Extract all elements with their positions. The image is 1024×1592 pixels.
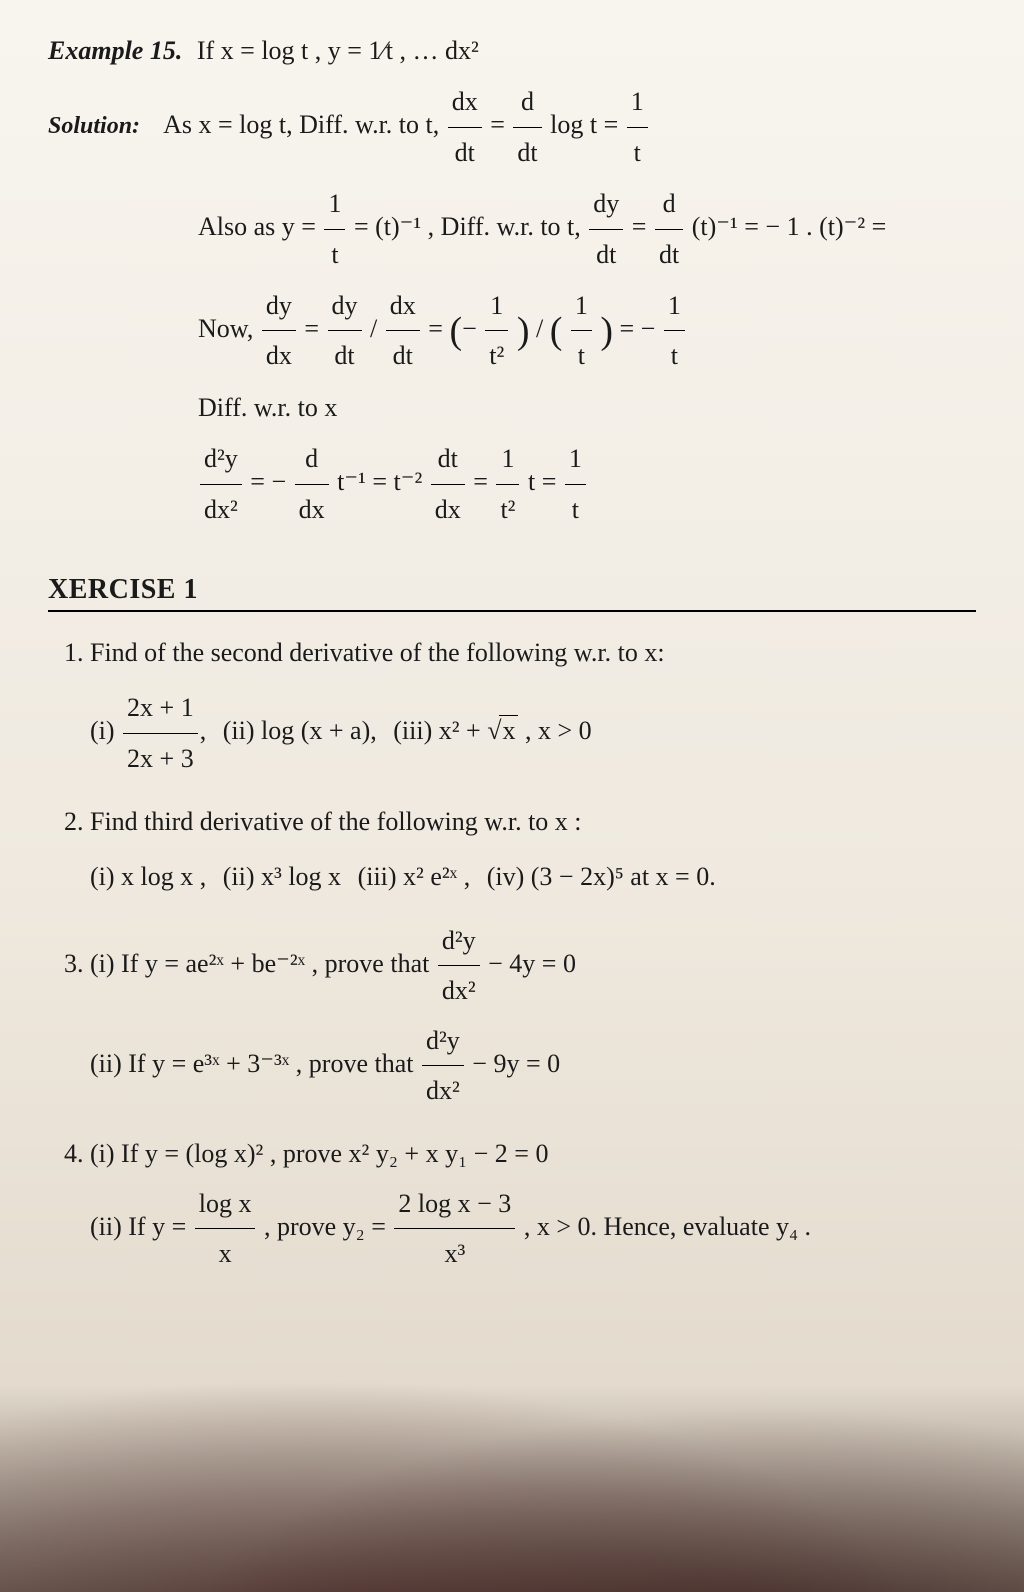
solution-line-5: d²y dx² = − d dx t⁻¹ = t⁻² dt dx = 1 t² … (198, 434, 976, 534)
solution-line-2: Also as y = 1 t = (t)⁻¹ , Diff. w.r. to … (198, 179, 976, 279)
frac-dtdx: dt dx (431, 434, 465, 534)
q2-iii: (iii) x² e²ˣ , (358, 862, 471, 891)
frac-dydx: dy dx (262, 281, 296, 381)
page: Example 15. If x = log t , y = 1⁄t , … d… (0, 0, 1024, 1592)
sol-l2-tail: (t)⁻¹ = − 1 . (t)⁻² = (692, 212, 887, 241)
frac-dydt-2: dy dt (328, 281, 362, 381)
example-statement: If x = log t , y = 1⁄t , … dx² (197, 36, 479, 65)
solution-label: Solution: (48, 113, 140, 139)
q4-ii: (ii) If y = log x x , prove y₂ = 2 log x… (90, 1179, 976, 1279)
frac-ddt-2: d dt (655, 179, 683, 279)
q1-i: (i) 2x + 1 2x + 3 , (90, 716, 213, 745)
lparen-icon: ( (449, 310, 462, 352)
lparen2-icon: ( (550, 310, 563, 352)
q1-i-frac: 2x + 1 2x + 3 (123, 683, 198, 783)
logt: log t (550, 110, 597, 139)
q4-i: (i) If y = (log x)² , prove x² y₂ + x y₁… (90, 1129, 976, 1178)
question-4: (i) If y = (log x)² , prove x² y₂ + x y₁… (90, 1129, 976, 1278)
q4-ii-frac1: log x x (195, 1179, 256, 1279)
question-list: Find of the second derivative of the fol… (48, 628, 976, 1279)
frac-1t-y: 1 t (324, 179, 345, 279)
q3-i: (i) If y = ae²ˣ + be⁻²ˣ , prove that d²y… (90, 916, 976, 1016)
frac-dydt: dy dt (589, 179, 623, 279)
q3-i-frac: d²y dx² (438, 916, 480, 1016)
q1-stem: Find of the second derivative of the fol… (90, 638, 665, 667)
question-1: Find of the second derivative of the fol… (90, 628, 976, 783)
rparen2-icon: ) (600, 310, 613, 352)
q2-ii: (ii) x³ log x (223, 862, 341, 891)
frac-dxdt: dx dt (448, 77, 482, 177)
q2-stem: Find third derivative of the following w… (90, 807, 582, 836)
solution-line-1: Solution: As x = log t, Diff. w.r. to t,… (48, 77, 976, 177)
frac-1t2: 1 t² (485, 281, 508, 381)
frac-1t2-2: 1 t² (496, 434, 519, 534)
frac-ddx: d dx (295, 434, 329, 534)
q1-iii: (iii) x² + √x , x > 0 (393, 716, 591, 745)
example-label: Example 15. (48, 26, 182, 75)
q4-ii-frac2: 2 log x − 3 x³ (394, 1179, 515, 1279)
q2-subparts: (i) x log x , (ii) x³ log x (iii) x² e²ˣ… (90, 852, 976, 901)
q1-subparts: (i) 2x + 1 2x + 3 , (ii) log (x + a), (i… (90, 683, 976, 783)
q2-iv: (iv) (3 − 2x)⁵ at x = 0. (487, 862, 716, 891)
frac-1t: 1 t (627, 77, 648, 177)
question-3: (i) If y = ae²ˣ + be⁻²ˣ , prove that d²y… (90, 916, 976, 1116)
frac-dxdt-2: dx dt (386, 281, 420, 381)
sol-l1-pre: As x = log t, Diff. w.r. to t, (163, 110, 446, 139)
question-2: Find third derivative of the following w… (90, 797, 976, 902)
rparen-icon: ) (517, 310, 530, 352)
sol-l3-pre: Now, (198, 314, 260, 343)
exercise-heading: XERCISE 1 (48, 574, 976, 612)
q2-i: (i) x log x , (90, 862, 206, 891)
solution-line-4: Diff. w.r. to x (198, 383, 976, 432)
q1-ii: (ii) log (x + a), (223, 716, 377, 745)
q3-ii: (ii) If y = e³ˣ + 3⁻³ˣ , prove that d²y … (90, 1016, 976, 1116)
q3-ii-frac: d²y dx² (422, 1016, 464, 1116)
example-line: Example 15. If x = log t , y = 1⁄t , … d… (48, 26, 976, 75)
sol-l2-mid: = (t)⁻¹ , Diff. w.r. to t, (354, 212, 587, 241)
frac-1t-4: 1 t (565, 434, 586, 534)
frac-d2ydx2: d²y dx² (200, 434, 242, 534)
frac-1t-2: 1 t (571, 281, 592, 381)
frac-1t-3: 1 t (664, 281, 685, 381)
solution-line-3: Now, dy dx = dy dt / dx dt = (− 1 t² ) /… (198, 281, 976, 381)
frac-ddt: d dt (513, 77, 541, 177)
sol-l2-pre: Also as y = (198, 212, 322, 241)
photo-shadow (0, 1332, 1024, 1592)
